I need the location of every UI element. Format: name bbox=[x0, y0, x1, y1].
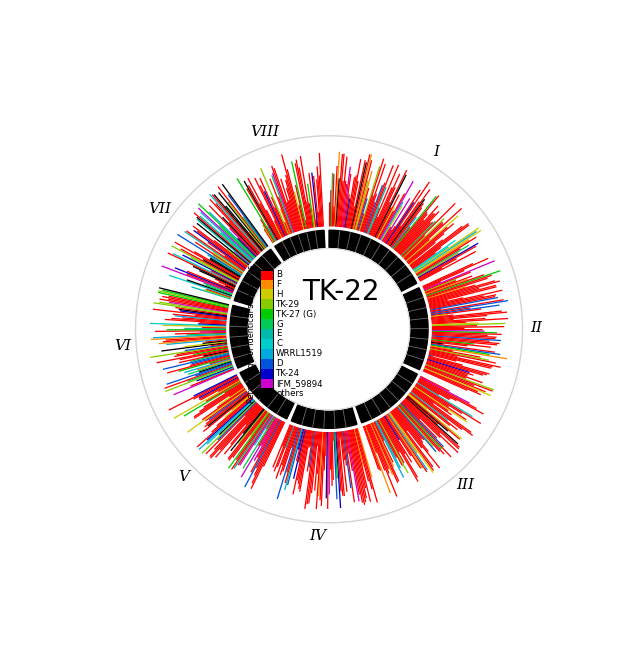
Text: III: III bbox=[456, 479, 474, 492]
Bar bbox=[260, 280, 273, 289]
Text: others: others bbox=[276, 389, 304, 398]
Polygon shape bbox=[230, 305, 254, 368]
Bar bbox=[260, 269, 273, 280]
Polygon shape bbox=[403, 288, 428, 370]
Polygon shape bbox=[234, 249, 281, 306]
Polygon shape bbox=[275, 230, 325, 261]
Polygon shape bbox=[230, 305, 254, 368]
Text: TK-22: TK-22 bbox=[302, 278, 379, 306]
Polygon shape bbox=[356, 366, 417, 422]
Polygon shape bbox=[234, 249, 281, 306]
Bar bbox=[260, 319, 273, 329]
Text: WRRL1519: WRRL1519 bbox=[276, 349, 323, 359]
Circle shape bbox=[227, 227, 431, 432]
Bar bbox=[260, 349, 273, 359]
Polygon shape bbox=[356, 366, 417, 422]
Bar bbox=[260, 389, 273, 398]
Polygon shape bbox=[291, 405, 357, 428]
Bar bbox=[260, 309, 273, 319]
Bar bbox=[260, 339, 273, 349]
Circle shape bbox=[251, 251, 407, 408]
Circle shape bbox=[248, 248, 410, 410]
Text: G: G bbox=[276, 319, 282, 329]
Polygon shape bbox=[240, 365, 294, 419]
Text: IFM_59894: IFM_59894 bbox=[276, 379, 323, 388]
Bar bbox=[260, 269, 273, 398]
Polygon shape bbox=[329, 230, 417, 291]
Bar bbox=[260, 299, 273, 309]
Text: IV: IV bbox=[309, 529, 327, 543]
Polygon shape bbox=[403, 288, 428, 370]
Bar bbox=[260, 368, 273, 379]
Polygon shape bbox=[240, 365, 294, 419]
Text: V: V bbox=[178, 469, 189, 484]
Text: H: H bbox=[276, 290, 282, 299]
Text: D: D bbox=[276, 359, 282, 368]
Text: VI: VI bbox=[114, 339, 131, 353]
Polygon shape bbox=[329, 230, 417, 291]
Bar bbox=[260, 379, 273, 389]
Text: TK-29: TK-29 bbox=[276, 300, 300, 309]
Text: E: E bbox=[276, 329, 282, 338]
Text: C: C bbox=[276, 340, 282, 348]
Polygon shape bbox=[291, 405, 357, 428]
Text: Percentage of identical sequences: Percentage of identical sequences bbox=[247, 265, 256, 403]
Text: F: F bbox=[276, 280, 281, 289]
Bar bbox=[260, 359, 273, 368]
Text: II: II bbox=[530, 321, 542, 335]
Polygon shape bbox=[356, 366, 417, 422]
Polygon shape bbox=[329, 230, 417, 291]
Polygon shape bbox=[234, 249, 281, 306]
Text: B: B bbox=[276, 270, 282, 279]
Polygon shape bbox=[291, 405, 357, 428]
Text: TK-24: TK-24 bbox=[276, 369, 300, 378]
Text: TK-27 (G): TK-27 (G) bbox=[276, 310, 317, 319]
Polygon shape bbox=[230, 305, 254, 368]
Polygon shape bbox=[240, 365, 294, 419]
Circle shape bbox=[227, 227, 431, 432]
Polygon shape bbox=[275, 230, 325, 261]
Polygon shape bbox=[275, 230, 325, 261]
Bar bbox=[260, 329, 273, 339]
Text: VIII: VIII bbox=[250, 125, 279, 139]
Polygon shape bbox=[403, 288, 428, 370]
Bar bbox=[260, 289, 273, 299]
Text: I: I bbox=[433, 145, 439, 159]
Text: VII: VII bbox=[148, 202, 171, 216]
